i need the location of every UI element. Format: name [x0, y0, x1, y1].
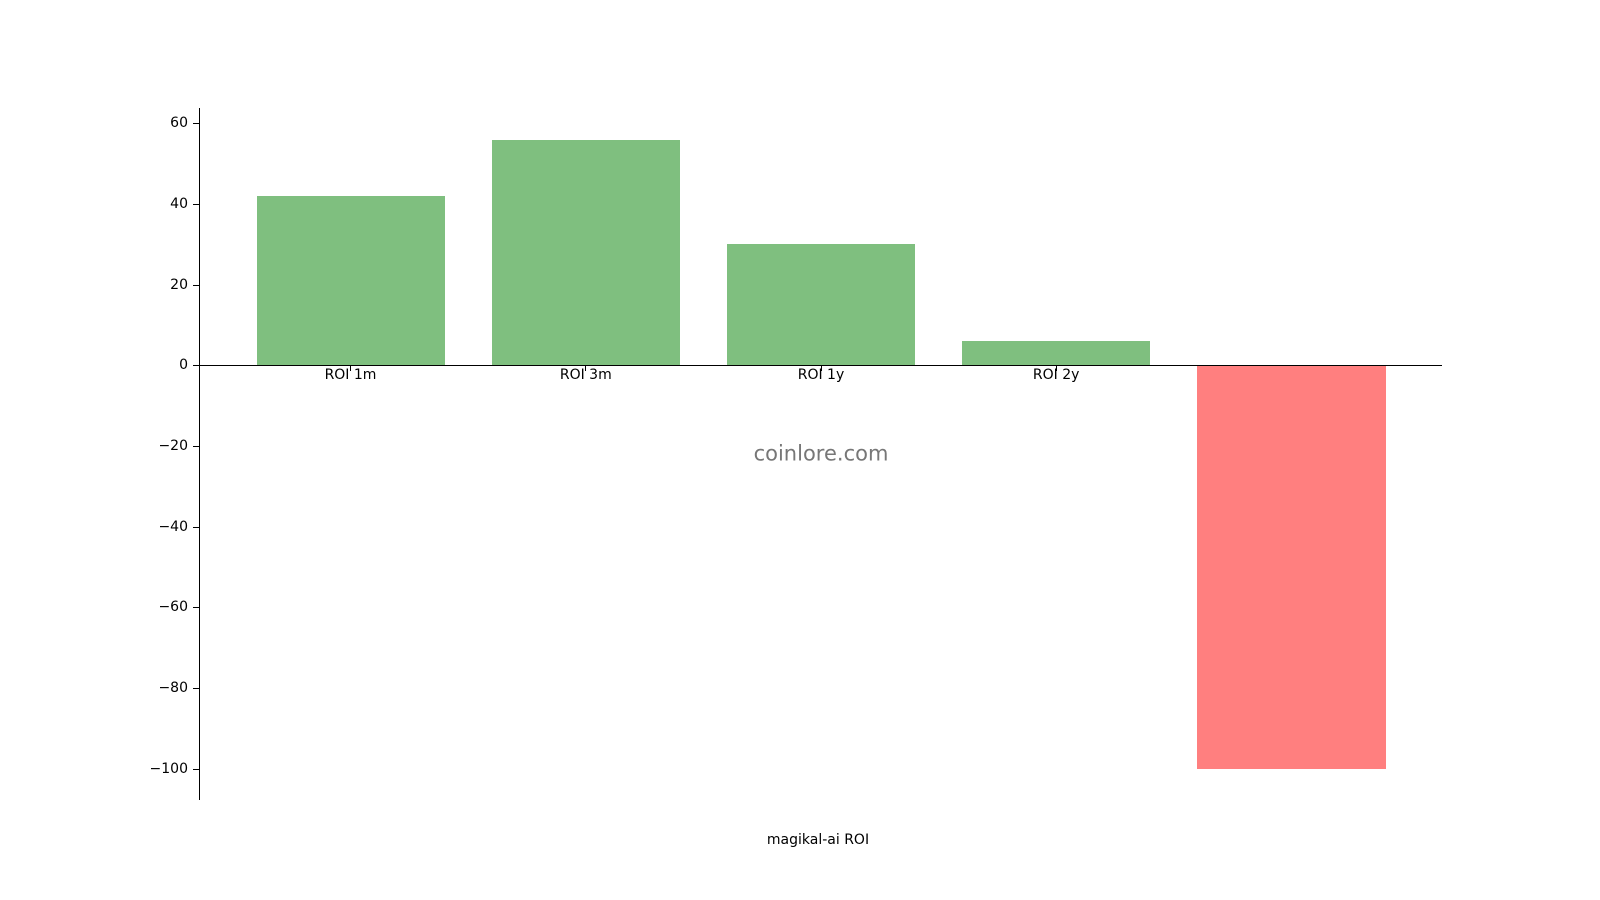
y-tick-label: −40 [158, 518, 188, 535]
bar-roi-3m [491, 139, 680, 366]
y-tick-mark [193, 768, 200, 770]
x-tick-label: ROI 3m [559, 366, 612, 383]
x-tick-label: ROI 1y [797, 366, 845, 383]
bar-roi-2y [962, 341, 1151, 366]
y-tick-label: 0 [179, 357, 188, 374]
x-tick-mark [820, 365, 822, 372]
x-tick-mark [585, 365, 587, 372]
x-tick-mark [1055, 365, 1057, 372]
y-tick-label: −80 [158, 679, 188, 696]
y-tick-mark [193, 365, 200, 367]
y-tick-label: −100 [149, 760, 188, 777]
bar-roi-1y [726, 244, 916, 366]
x-tick-label: ROI 1m [324, 366, 377, 383]
y-tick-mark [193, 204, 200, 205]
x-tick-label: ROI 2y [1032, 366, 1080, 383]
y-tick-mark [193, 526, 200, 528]
y-tick-label: 60 [170, 115, 188, 132]
y-tick-label: 40 [170, 196, 188, 212]
y-tick-mark [193, 123, 200, 125]
bar-roi-1m [256, 195, 445, 366]
y-axis-spine [199, 108, 200, 800]
y-tick-mark [193, 445, 200, 447]
y-tick-label: −60 [158, 599, 188, 616]
y-tick-label: 20 [170, 276, 188, 293]
y-tick-mark [193, 687, 200, 689]
y-tick-label: −20 [158, 437, 188, 454]
watermark: coinlore.com [753, 441, 889, 466]
chart-title: magikal-ai ROI [766, 832, 870, 848]
y-tick-mark [193, 284, 200, 286]
bar-unlabeled [1197, 365, 1386, 769]
x-tick-mark [350, 365, 351, 372]
y-tick-mark [193, 607, 200, 609]
